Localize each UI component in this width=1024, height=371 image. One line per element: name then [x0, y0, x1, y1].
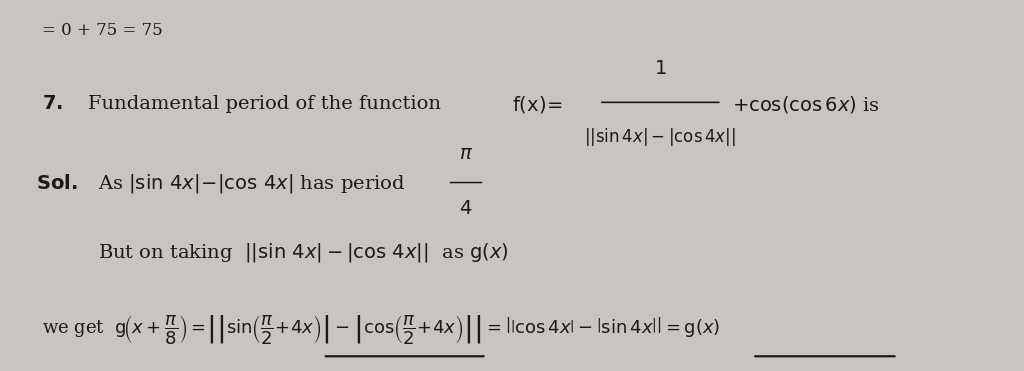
Text: $1$: $1$	[654, 60, 667, 78]
Text: $\mathrm{f(x)}\!=\!$: $\mathrm{f(x)}\!=\!$	[512, 94, 562, 115]
Text: $\mathbf{7.}$: $\mathbf{7.}$	[42, 95, 62, 113]
Text: $\mathbf{Sol.}$: $\mathbf{Sol.}$	[37, 174, 78, 193]
Text: As $|\sin\,4x|\!-\!|\cos\,4x|$ has period: As $|\sin\,4x|\!-\!|\cos\,4x|$ has perio…	[98, 172, 406, 195]
Text: $4$: $4$	[460, 200, 473, 218]
Text: But on taking  $||\sin\,4x|-|\cos\,4x||$  as $\mathrm{g}(x)$: But on taking $||\sin\,4x|-|\cos\,4x||$ …	[98, 240, 509, 263]
Text: $||\sin 4x|-|\cos 4x||$: $||\sin 4x|-|\cos 4x||$	[585, 127, 736, 148]
Text: Fundamental period of the function: Fundamental period of the function	[88, 95, 440, 113]
Text: $+\cos(\cos 6x)$ is: $+\cos(\cos 6x)$ is	[732, 94, 880, 115]
Text: we get  $\mathrm{g}\!\left(x+\dfrac{\pi}{8}\right)=\!\left|\left|\sin\!\left(\df: we get $\mathrm{g}\!\left(x+\dfrac{\pi}{…	[42, 313, 720, 346]
Text: = 0 + 75 = 75: = 0 + 75 = 75	[42, 22, 163, 39]
Text: $\pi$: $\pi$	[459, 145, 473, 163]
